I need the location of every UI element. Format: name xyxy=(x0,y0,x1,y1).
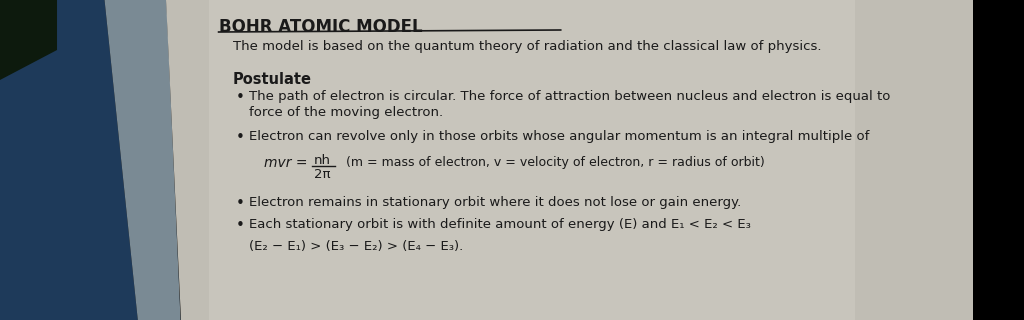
Polygon shape xyxy=(0,0,57,80)
Polygon shape xyxy=(209,0,855,320)
Text: force of the moving electron.: force of the moving electron. xyxy=(249,106,443,119)
Text: BOHR ATOMIC MODEL: BOHR ATOMIC MODEL xyxy=(218,18,422,36)
Text: Electron can revolve only in those orbits whose angular momentum is an integral : Electron can revolve only in those orbit… xyxy=(249,130,869,143)
Text: mvr =: mvr = xyxy=(264,156,312,170)
Text: 2π: 2π xyxy=(313,168,330,181)
Polygon shape xyxy=(166,0,973,320)
Text: •: • xyxy=(236,90,245,105)
Text: Postulate: Postulate xyxy=(232,72,312,87)
Polygon shape xyxy=(0,0,138,320)
Text: The model is based on the quantum theory of radiation and the classical law of p: The model is based on the quantum theory… xyxy=(232,40,821,53)
Text: •: • xyxy=(236,218,245,233)
Polygon shape xyxy=(104,0,180,320)
Text: •: • xyxy=(236,196,245,211)
Text: nh: nh xyxy=(313,154,331,167)
Text: (m = mass of electron, v = velocity of electron, r = radius of orbit): (m = mass of electron, v = velocity of e… xyxy=(338,156,765,169)
Text: The path of electron is circular. The force of attraction between nucleus and el: The path of electron is circular. The fo… xyxy=(249,90,891,103)
Text: Each stationary orbit is with definite amount of energy (E) and E₁ < E₂ < E₃: Each stationary orbit is with definite a… xyxy=(249,218,751,231)
Text: Electron remains in stationary orbit where it does not lose or gain energy.: Electron remains in stationary orbit whe… xyxy=(249,196,741,209)
Text: (E₂ − E₁) > (E₃ − E₂) > (E₄ − E₃).: (E₂ − E₁) > (E₃ − E₂) > (E₄ − E₃). xyxy=(249,240,463,253)
Text: •: • xyxy=(236,130,245,145)
